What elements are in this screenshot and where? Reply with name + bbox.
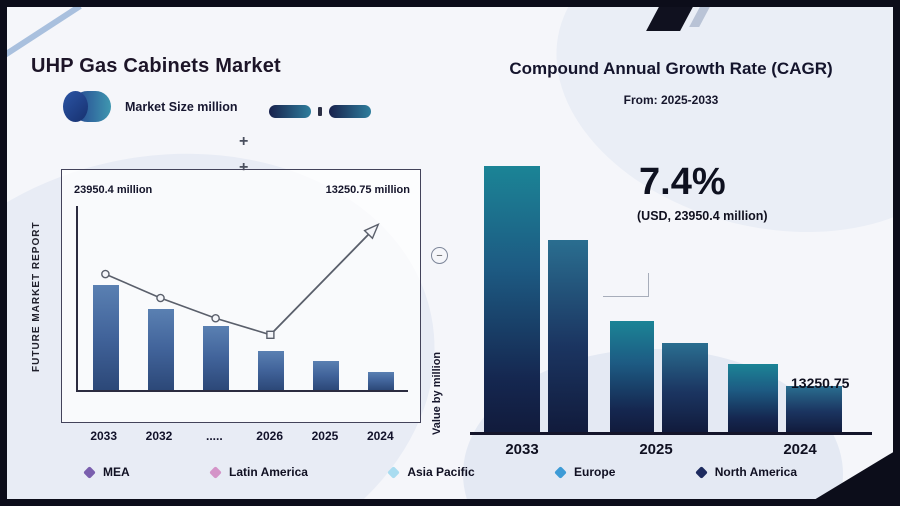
value-label-13250: 13250.75 bbox=[791, 375, 850, 391]
left-bar-slot bbox=[188, 206, 243, 390]
cagr-bar-2033 bbox=[484, 166, 540, 432]
market-size-chart-panel: 23950.4 million 13250.75 million bbox=[61, 169, 421, 423]
cagr-chart-xlabels: 2033 2025 2024 bbox=[470, 441, 872, 461]
left-bar-slot bbox=[298, 206, 353, 390]
pill-dot-icon bbox=[318, 107, 322, 116]
left-x-label: 2025 bbox=[311, 429, 339, 443]
minus-glyph: − bbox=[436, 249, 443, 262]
cagr-x-label: 2033 bbox=[505, 441, 539, 458]
left-bar-slot bbox=[78, 206, 133, 390]
legend-diamond-icon bbox=[694, 465, 708, 479]
left-x-label: 2024 bbox=[366, 429, 394, 443]
legend-diamond-icon bbox=[554, 465, 567, 479]
cagr-title: Compound Annual Growth Rate (CAGR) bbox=[509, 59, 833, 78]
market-size-legend: Market Size million bbox=[63, 91, 238, 122]
left-bar bbox=[367, 371, 394, 390]
left-trend-svg bbox=[101, 223, 380, 340]
cagr-bar-2024 bbox=[728, 364, 778, 432]
legend-label: Latin America bbox=[229, 465, 308, 479]
minus-circle-icon: − bbox=[431, 247, 448, 264]
cylinder-face bbox=[63, 91, 88, 122]
left-x-label: ..... bbox=[205, 429, 223, 443]
legend-item: Latin America bbox=[209, 465, 308, 479]
left-bar-slot bbox=[353, 206, 408, 390]
left-bar bbox=[92, 285, 119, 390]
legend-label: North America bbox=[714, 465, 797, 479]
page-title: UHP Gas Cabinets Market bbox=[31, 55, 281, 77]
left-chart-plot bbox=[76, 206, 408, 392]
market-size-label: Market Size million bbox=[125, 99, 238, 114]
cagr-x-label: 2024 bbox=[783, 441, 817, 458]
left-bar-slot bbox=[243, 206, 298, 390]
legend-label: Europe bbox=[574, 465, 616, 479]
cagr-bar-2025 bbox=[610, 320, 654, 432]
cagr-bar-2024 bbox=[786, 385, 842, 432]
legend-item: North America bbox=[694, 465, 797, 479]
step-decoration bbox=[603, 273, 649, 297]
bottom-legend: MEA Latin America Asia Pacific Europe North … bbox=[83, 465, 797, 479]
gradient-pills-decoration bbox=[269, 105, 371, 118]
left-bar-slot bbox=[133, 206, 188, 390]
value-label-2033: 23950.4 million bbox=[74, 184, 153, 196]
legend-label: Asia Pacific bbox=[407, 465, 475, 479]
watermark-text: FUTURE MARKET REPORT bbox=[31, 221, 42, 373]
cagr-bar-2033 bbox=[548, 239, 588, 432]
legend-diamond-icon bbox=[387, 465, 401, 479]
cylinder-icon bbox=[63, 91, 111, 122]
legend-item: Europe bbox=[554, 465, 616, 479]
cagr-x-label: 2025 bbox=[639, 441, 673, 458]
left-bar bbox=[257, 351, 284, 390]
left-x-label: 2033 bbox=[90, 429, 118, 443]
gradient-pill-icon bbox=[329, 105, 371, 118]
gradient-pill-icon bbox=[269, 105, 311, 118]
left-chart-xlabels: 2033 2032..... 2026 2025 2024 bbox=[76, 429, 408, 443]
left-chart-bars bbox=[78, 206, 408, 390]
plus-decoration-icon: + bbox=[239, 159, 249, 176]
legend-label: MEA bbox=[103, 465, 130, 479]
left-x-label: 2026 bbox=[256, 429, 283, 443]
left-bar bbox=[202, 325, 229, 390]
cagr-bar-2025 bbox=[662, 342, 708, 432]
legend-diamond-icon bbox=[83, 465, 96, 479]
left-x-label: 2032 bbox=[145, 429, 173, 443]
cagr-subtitle: From: 2025-2033 bbox=[623, 93, 719, 107]
legend-diamond-icon bbox=[209, 465, 222, 479]
value-by-million-axis-label: Value by million bbox=[431, 351, 443, 435]
cagr-caption: (USD, 23950.4 million) bbox=[637, 209, 768, 223]
legend-item: Asia Pacific bbox=[387, 465, 475, 479]
cagr-chart-plot bbox=[470, 161, 872, 435]
legend-item: MEA bbox=[83, 465, 130, 479]
plus-decoration-icon: + bbox=[239, 133, 249, 150]
value-label-2024: 13250.75 million bbox=[325, 184, 410, 196]
left-bar bbox=[312, 360, 339, 390]
cagr-value: 7.4% bbox=[639, 161, 726, 203]
left-bar bbox=[147, 309, 174, 390]
